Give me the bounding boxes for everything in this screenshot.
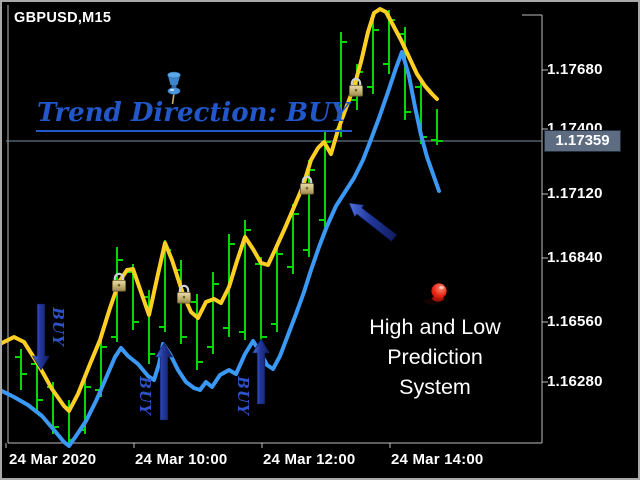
watermark-line-3: System xyxy=(399,375,471,399)
price-axis-label: 1.16840 xyxy=(547,249,603,266)
lock-icon xyxy=(348,77,363,97)
time-axis-label: 24 Mar 12:00 xyxy=(263,451,356,468)
signal-arrows xyxy=(31,202,397,421)
axis-ticks xyxy=(5,69,548,448)
price-axis-label: 1.16280 xyxy=(547,373,603,390)
price-axis-label: 1.17120 xyxy=(547,185,603,202)
price-axis-label: 1.16560 xyxy=(547,313,603,330)
price-axis-label: 1.17680 xyxy=(547,61,603,78)
time-axis-label: 24 Mar 10:00 xyxy=(135,451,228,468)
red-marker-icon xyxy=(424,283,447,305)
symbol-title: GBPUSD,M15 xyxy=(14,10,112,26)
watermark-line-1: High and Low xyxy=(369,315,501,339)
current-price-value: 1.17359 xyxy=(555,132,610,149)
lock-icon xyxy=(112,272,127,292)
time-axis-label: 24 Mar 14:00 xyxy=(391,451,484,468)
trend-direction-label: Trend Direction: BUY xyxy=(36,98,353,132)
current-price-tag: 1.17359 xyxy=(544,130,621,152)
buy-signal-text: BUY xyxy=(49,307,67,347)
low-prediction-line xyxy=(2,50,441,448)
lock-icon xyxy=(176,284,191,304)
buy-arrow-up xyxy=(154,342,174,421)
lock-icon xyxy=(299,175,314,195)
time-axis[interactable]: 24 Mar 2020 24 Mar 10:00 24 Mar 12:00 24 Ma… xyxy=(2,445,638,478)
time-axis-label: 24 Mar 2020 xyxy=(9,451,97,468)
buy-signal-text: BUY xyxy=(136,376,154,416)
buy-arrow-down xyxy=(31,303,51,371)
watermark-line-2: Prediction xyxy=(387,345,483,369)
indicator-watermark: High and Low Prediction System xyxy=(354,312,516,402)
blue-pushpin-icon xyxy=(167,71,181,105)
high-prediction-line xyxy=(2,7,439,413)
buy-arrow-up xyxy=(251,338,271,405)
plot-frame xyxy=(7,5,543,444)
buy-arrow-diagonal xyxy=(348,202,397,242)
buy-signal-text: BUY xyxy=(234,376,252,416)
price-axis[interactable]: 1.17680 1.17400 1.17120 1.16840 1.16560 1.162… xyxy=(542,2,638,443)
